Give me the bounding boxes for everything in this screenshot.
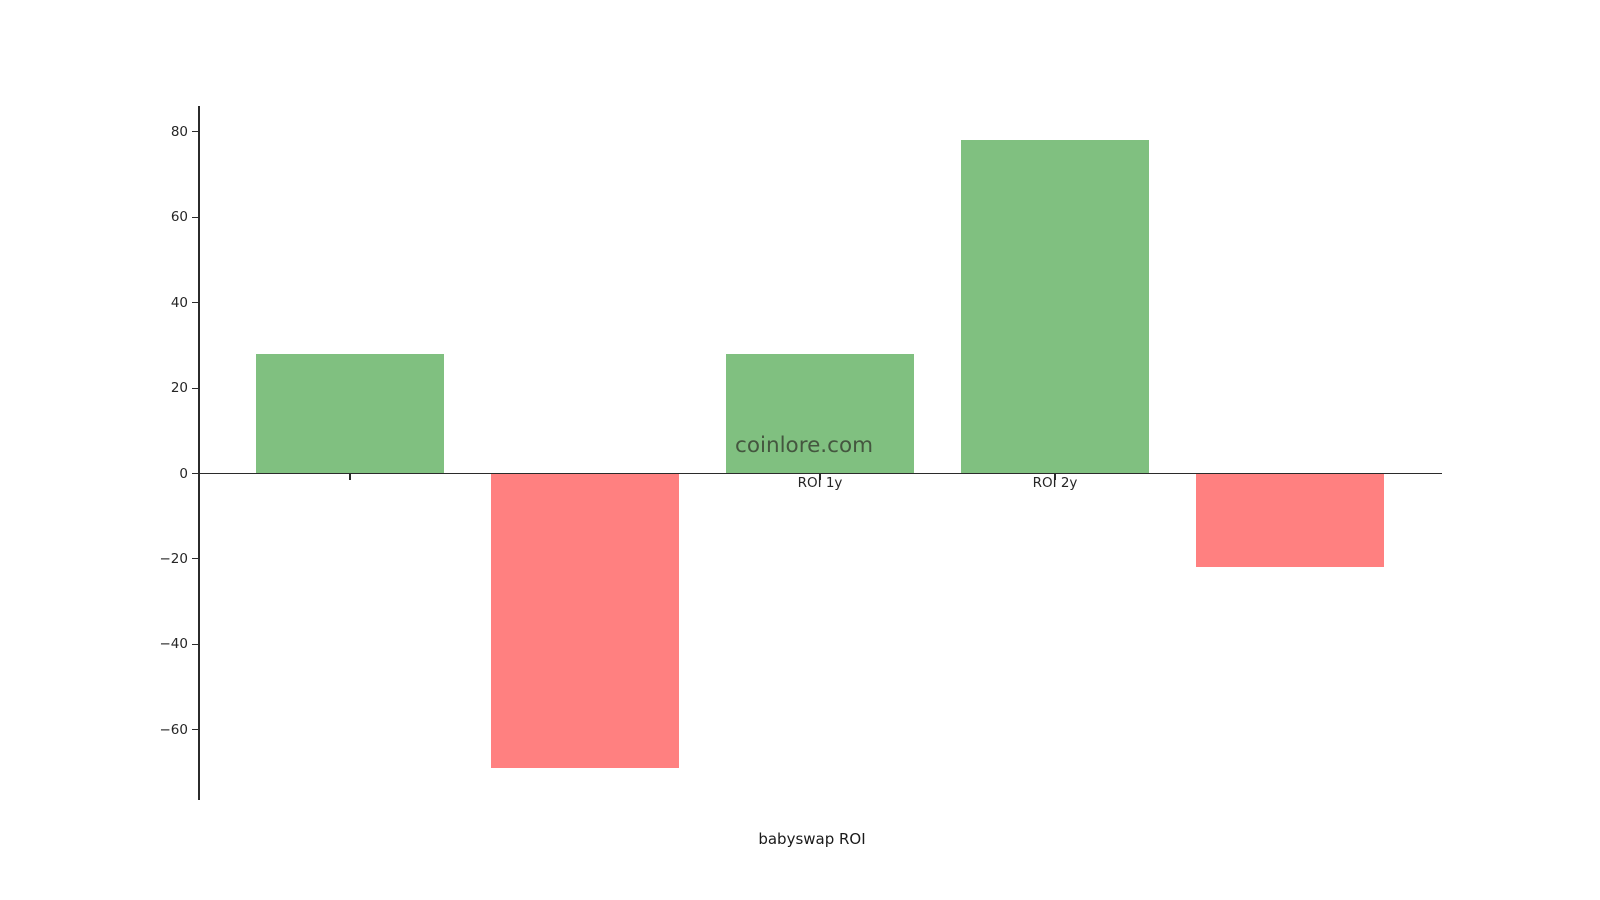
- y-axis-tick: [192, 302, 199, 304]
- bar: [256, 353, 444, 474]
- y-axis-tick: [192, 387, 199, 389]
- y-axis-tick-label: 0: [179, 465, 188, 482]
- y-axis-tick: [192, 131, 199, 133]
- x-axis-tick-label: ROI 1y: [797, 475, 843, 491]
- y-axis-tick: [192, 558, 199, 560]
- x-axis-tick: [1054, 473, 1056, 480]
- y-axis-tick: [192, 472, 199, 475]
- bar: [1196, 473, 1384, 568]
- chart-title: babyswap ROI: [758, 830, 866, 848]
- y-axis-tick-label: −20: [159, 550, 189, 567]
- y-axis-tick-label: 20: [170, 380, 188, 397]
- y-axis-tick-label: 80: [170, 123, 188, 140]
- bar: [726, 353, 914, 474]
- y-axis-tick: [192, 216, 199, 218]
- y-axis-tick: [192, 729, 199, 731]
- x-axis-tick-label: ROI 2y: [1032, 475, 1078, 491]
- watermark-text: coinlore.com: [735, 433, 874, 458]
- bar: [491, 473, 679, 769]
- y-axis-tick: [192, 643, 199, 645]
- y-axis-tick-label: 60: [170, 209, 188, 226]
- x-axis-line: [199, 472, 1442, 475]
- y-axis-tick-label: −60: [159, 721, 189, 738]
- y-axis-tick-label: 40: [170, 294, 188, 311]
- y-axis-tick-label: −40: [159, 636, 189, 653]
- y-axis-line: [198, 106, 200, 800]
- bar: [961, 140, 1149, 474]
- x-axis-tick: [819, 473, 821, 480]
- x-axis-tick: [349, 473, 351, 480]
